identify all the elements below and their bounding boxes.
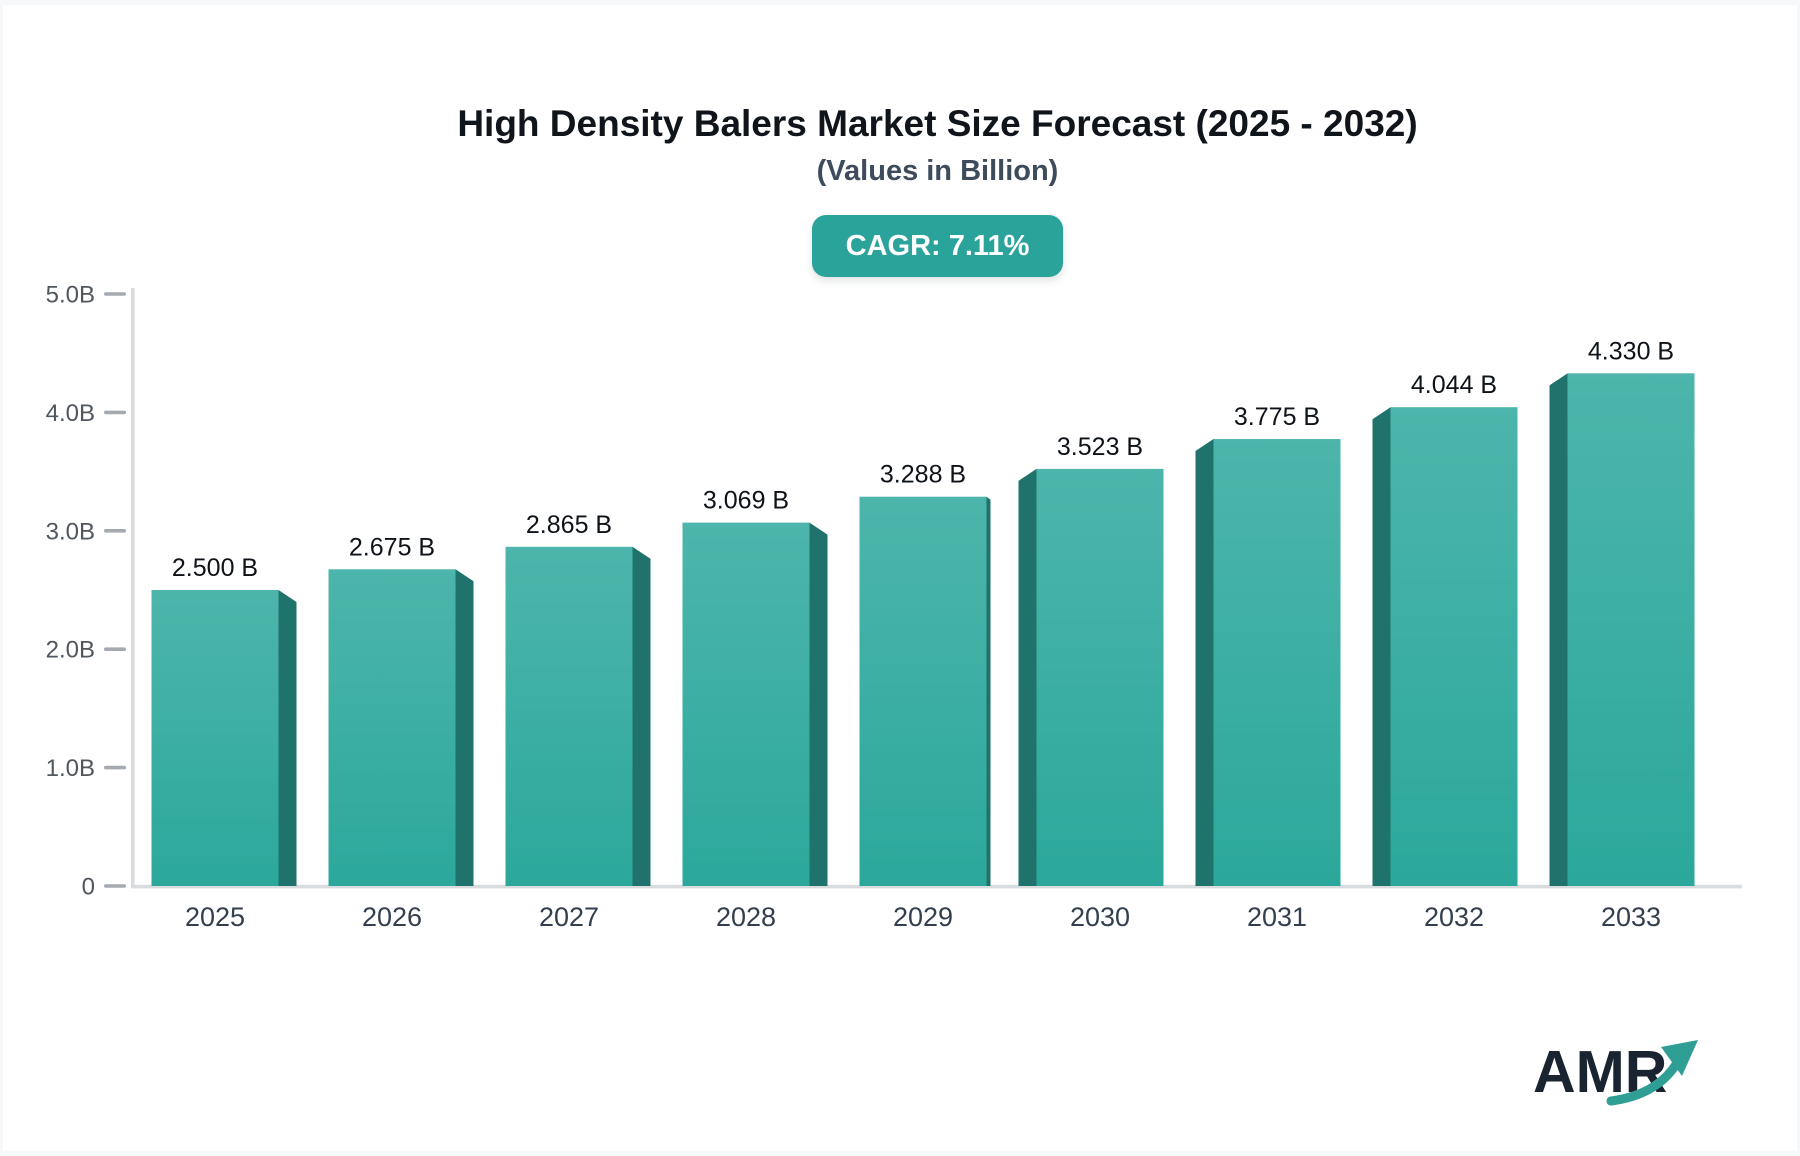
y-axis-tick-label: 0: [82, 874, 95, 901]
bar-value-label: 2.675 B: [349, 533, 435, 561]
growth-arrow-icon: [1606, 1058, 1682, 1106]
y-axis-tick-label: 4.0B: [46, 400, 95, 427]
bar-front-face: [682, 522, 810, 886]
amr-logo: AMR: [1533, 1039, 1698, 1106]
bar-side-face: [1372, 407, 1391, 886]
bar-value-label: 2.865 B: [526, 511, 612, 539]
bar-value-label: 3.069 B: [703, 487, 789, 515]
bar-2031: 3.775 B 2031: [1195, 403, 1341, 932]
bar-2028: 3.069 B 2028: [682, 487, 828, 932]
x-axis-label: 2027: [539, 902, 599, 932]
x-axis-label: 2031: [1247, 902, 1307, 932]
bar-side-face: [1549, 373, 1568, 886]
bar-front-face: [1390, 407, 1518, 886]
bar-side-face: [632, 546, 651, 886]
y-axis-line: [131, 288, 135, 888]
bar-value-label: 3.775 B: [1234, 403, 1320, 431]
bar-value-label: 4.330 B: [1588, 337, 1674, 365]
bar-front-face: [1036, 468, 1164, 886]
y-axis-tick: [104, 529, 126, 533]
x-axis-label: 2026: [362, 902, 422, 932]
bar-value-label: 2.500 B: [172, 554, 258, 582]
y-axis-tick: [104, 647, 126, 651]
chart-title: High Density Balers Market Size Forecast…: [457, 103, 1418, 144]
bar-2033: 4.330 B 2033: [1549, 337, 1695, 932]
y-axis-tick-label: 3.0B: [46, 518, 95, 545]
bar-front-face: [505, 546, 633, 886]
y-axis-tick: [104, 884, 126, 888]
y-axis-tick: [104, 765, 126, 770]
x-axis-label: 2025: [185, 902, 245, 932]
bar-value-label: 4.044 B: [1411, 371, 1497, 399]
x-axis-label: 2028: [716, 902, 776, 932]
bar-value-label: 3.523 B: [1057, 433, 1143, 461]
bar-2032: 4.044 B 2032: [1372, 371, 1518, 932]
bar-front-face: [859, 496, 987, 886]
bar-2026: 2.675 B 2026: [328, 533, 474, 932]
x-axis-label: 2032: [1424, 902, 1484, 932]
bar-side-face: [1018, 468, 1037, 886]
bar-2025: 2.500 B 2025: [151, 554, 297, 932]
bar-side-face: [1195, 439, 1214, 886]
bar-front-face: [151, 590, 279, 886]
x-axis-label: 2029: [893, 902, 953, 932]
cagr-badge: CAGR: 7.11%: [811, 215, 1064, 277]
x-axis-line: [131, 884, 1742, 889]
bar-side-face: [455, 569, 474, 886]
y-axis-tick-label: 5.0B: [46, 282, 95, 309]
y-axis-tick: [104, 292, 126, 296]
bar-side-face: [278, 590, 297, 886]
y-axis-tick: [104, 410, 126, 415]
bar-side-face: [986, 496, 991, 886]
chart-subtitle: (Values in Billion): [816, 155, 1059, 187]
x-axis-label: 2030: [1070, 902, 1130, 932]
bar-2027: 2.865 B 2027: [505, 511, 651, 932]
bar-front-face: [1567, 373, 1695, 886]
bar-2030: 3.523 B 2030: [1018, 433, 1164, 932]
bar-value-label: 3.288 B: [880, 461, 966, 489]
bar-side-face: [809, 522, 828, 886]
y-axis-tick-label: 1.0B: [46, 755, 95, 782]
x-axis-label: 2033: [1601, 902, 1661, 932]
chart-header: High Density Balers Market Size Forecast…: [133, 100, 1742, 277]
bar-front-face: [1213, 439, 1341, 886]
bar-2029: 3.288 B 2029: [859, 461, 991, 932]
growth-arrow-head-icon: [1661, 1040, 1698, 1076]
y-axis-tick-label: 2.0B: [46, 637, 95, 664]
bar-front-face: [328, 569, 456, 886]
